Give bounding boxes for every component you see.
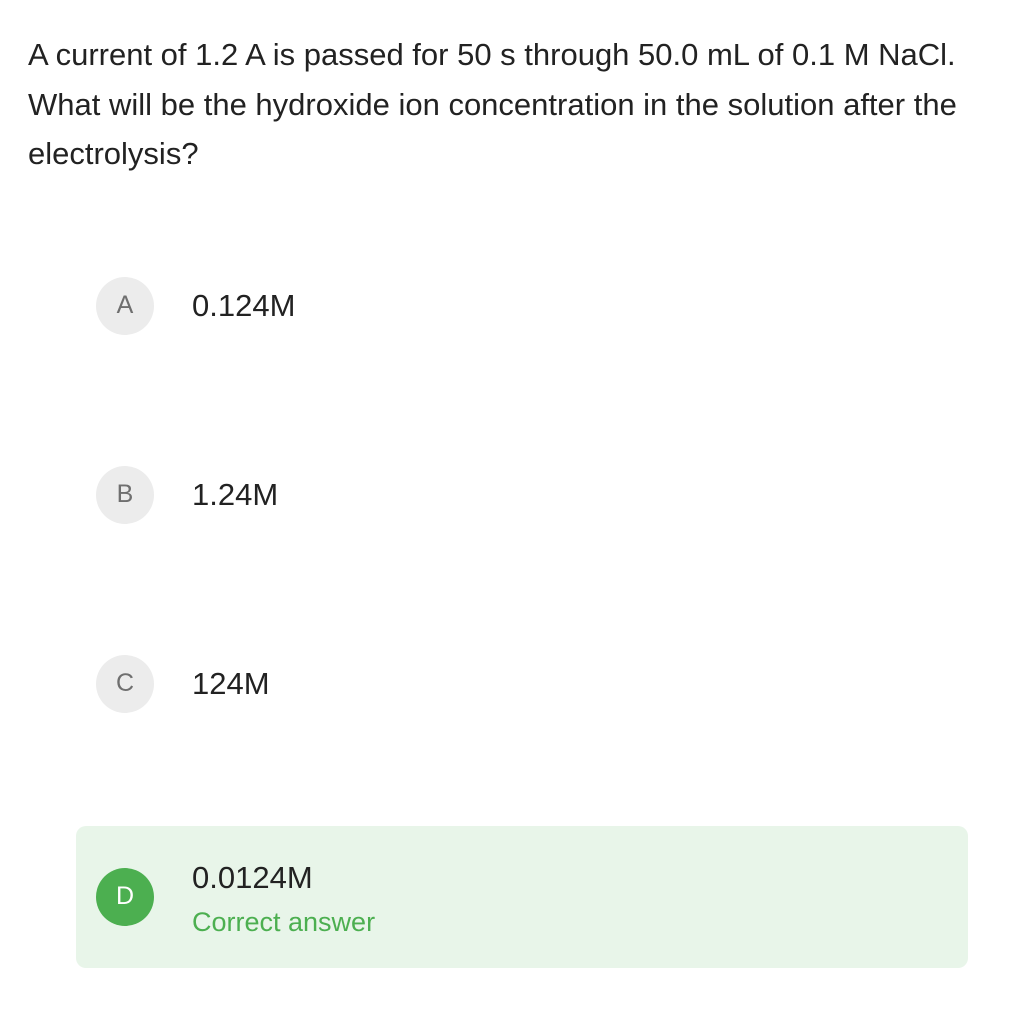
option-b-text: 1.24M	[192, 473, 278, 516]
option-a[interactable]: A 0.124M	[76, 259, 968, 353]
options-list: A 0.124M B 1.24M C 124M D 0.0124M Correc…	[28, 259, 996, 968]
option-d-badge: D	[96, 868, 154, 926]
option-d-text: 0.0124M	[192, 856, 375, 899]
option-c[interactable]: C 124M	[76, 637, 968, 731]
question-text: A current of 1.2 A is passed for 50 s th…	[28, 30, 996, 179]
option-b-badge: B	[96, 466, 154, 524]
option-a-text: 0.124M	[192, 284, 295, 327]
option-d[interactable]: D 0.0124M Correct answer	[76, 826, 968, 968]
correct-answer-label: Correct answer	[192, 907, 375, 938]
option-b[interactable]: B 1.24M	[76, 448, 968, 542]
option-a-badge: A	[96, 277, 154, 335]
option-c-text: 124M	[192, 662, 270, 705]
option-c-badge: C	[96, 655, 154, 713]
